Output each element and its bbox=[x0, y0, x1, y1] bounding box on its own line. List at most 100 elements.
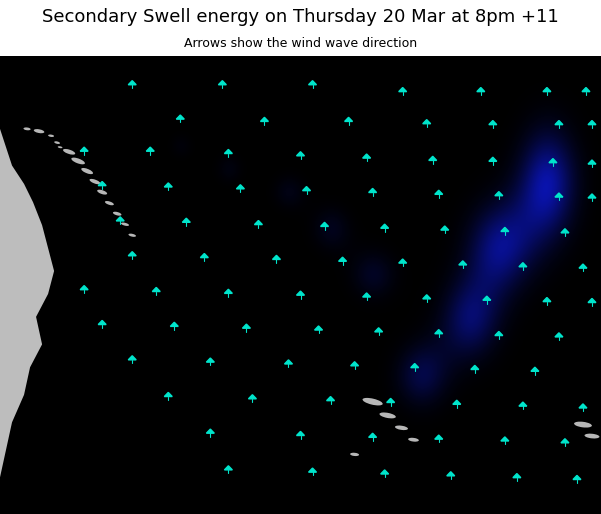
Polygon shape bbox=[284, 360, 293, 364]
Polygon shape bbox=[362, 154, 371, 158]
Polygon shape bbox=[242, 324, 251, 328]
Polygon shape bbox=[495, 332, 503, 336]
Polygon shape bbox=[308, 81, 317, 85]
Polygon shape bbox=[296, 152, 305, 156]
Polygon shape bbox=[489, 157, 497, 161]
Polygon shape bbox=[182, 218, 191, 223]
Polygon shape bbox=[338, 257, 347, 261]
Polygon shape bbox=[80, 286, 88, 290]
Polygon shape bbox=[80, 147, 88, 151]
Polygon shape bbox=[0, 129, 54, 514]
Polygon shape bbox=[549, 159, 557, 163]
Ellipse shape bbox=[97, 190, 107, 195]
Ellipse shape bbox=[48, 135, 54, 137]
Polygon shape bbox=[98, 181, 106, 186]
Polygon shape bbox=[380, 224, 389, 228]
Polygon shape bbox=[441, 226, 449, 230]
Polygon shape bbox=[224, 150, 233, 154]
Polygon shape bbox=[471, 365, 479, 370]
Polygon shape bbox=[447, 472, 455, 476]
Polygon shape bbox=[459, 261, 467, 265]
Polygon shape bbox=[254, 221, 263, 225]
Ellipse shape bbox=[23, 127, 31, 131]
Polygon shape bbox=[296, 291, 305, 295]
Polygon shape bbox=[555, 193, 563, 197]
Polygon shape bbox=[561, 229, 569, 233]
Polygon shape bbox=[380, 470, 389, 474]
Polygon shape bbox=[483, 296, 491, 300]
Polygon shape bbox=[128, 252, 136, 256]
Polygon shape bbox=[344, 117, 353, 121]
Ellipse shape bbox=[121, 223, 129, 226]
Ellipse shape bbox=[350, 453, 359, 456]
Ellipse shape bbox=[129, 234, 136, 237]
Polygon shape bbox=[368, 433, 377, 437]
Text: Arrows show the wind wave direction: Arrows show the wind wave direction bbox=[184, 37, 417, 50]
Polygon shape bbox=[248, 395, 257, 399]
Polygon shape bbox=[435, 190, 443, 194]
Polygon shape bbox=[398, 87, 407, 91]
Polygon shape bbox=[368, 189, 377, 193]
Polygon shape bbox=[206, 429, 215, 433]
Polygon shape bbox=[531, 367, 539, 371]
Polygon shape bbox=[224, 466, 233, 470]
Polygon shape bbox=[588, 120, 596, 125]
Polygon shape bbox=[326, 396, 335, 400]
Polygon shape bbox=[519, 263, 527, 267]
Polygon shape bbox=[350, 362, 359, 366]
Polygon shape bbox=[302, 187, 311, 191]
Polygon shape bbox=[435, 329, 443, 334]
Text: Secondary Swell energy on Thursday 20 Mar at 8pm +11: Secondary Swell energy on Thursday 20 Ma… bbox=[42, 8, 559, 26]
Polygon shape bbox=[164, 183, 172, 187]
Ellipse shape bbox=[113, 212, 121, 216]
Polygon shape bbox=[206, 358, 215, 362]
Polygon shape bbox=[98, 320, 106, 324]
Polygon shape bbox=[519, 402, 527, 406]
Polygon shape bbox=[543, 298, 551, 302]
Ellipse shape bbox=[585, 434, 599, 438]
Polygon shape bbox=[477, 87, 485, 91]
Ellipse shape bbox=[54, 141, 60, 144]
Polygon shape bbox=[260, 117, 269, 121]
Polygon shape bbox=[224, 289, 233, 293]
Polygon shape bbox=[410, 363, 419, 368]
Ellipse shape bbox=[34, 129, 44, 133]
Polygon shape bbox=[561, 439, 569, 443]
Polygon shape bbox=[362, 293, 371, 297]
Polygon shape bbox=[200, 253, 209, 258]
Polygon shape bbox=[374, 328, 383, 332]
Polygon shape bbox=[170, 322, 178, 326]
Polygon shape bbox=[218, 81, 227, 85]
Ellipse shape bbox=[105, 201, 114, 205]
Polygon shape bbox=[314, 326, 323, 330]
Polygon shape bbox=[386, 398, 395, 402]
Polygon shape bbox=[146, 147, 154, 151]
Polygon shape bbox=[152, 287, 160, 291]
Polygon shape bbox=[236, 185, 245, 189]
Polygon shape bbox=[555, 120, 563, 125]
Polygon shape bbox=[489, 120, 497, 125]
Polygon shape bbox=[423, 120, 431, 124]
Polygon shape bbox=[272, 255, 281, 260]
Polygon shape bbox=[116, 217, 124, 221]
Ellipse shape bbox=[379, 412, 396, 418]
Polygon shape bbox=[398, 259, 407, 263]
Polygon shape bbox=[308, 468, 317, 472]
Ellipse shape bbox=[574, 421, 592, 428]
Polygon shape bbox=[296, 431, 305, 435]
Polygon shape bbox=[573, 475, 581, 480]
Ellipse shape bbox=[395, 426, 408, 430]
Polygon shape bbox=[164, 392, 172, 396]
Ellipse shape bbox=[81, 168, 93, 174]
Polygon shape bbox=[423, 295, 431, 299]
Polygon shape bbox=[543, 87, 551, 91]
Polygon shape bbox=[128, 81, 136, 85]
Polygon shape bbox=[555, 333, 563, 337]
Ellipse shape bbox=[63, 149, 75, 155]
Polygon shape bbox=[588, 299, 596, 303]
Polygon shape bbox=[176, 115, 185, 119]
Polygon shape bbox=[453, 400, 461, 405]
Polygon shape bbox=[128, 356, 136, 360]
Ellipse shape bbox=[408, 438, 419, 442]
Polygon shape bbox=[588, 160, 596, 164]
